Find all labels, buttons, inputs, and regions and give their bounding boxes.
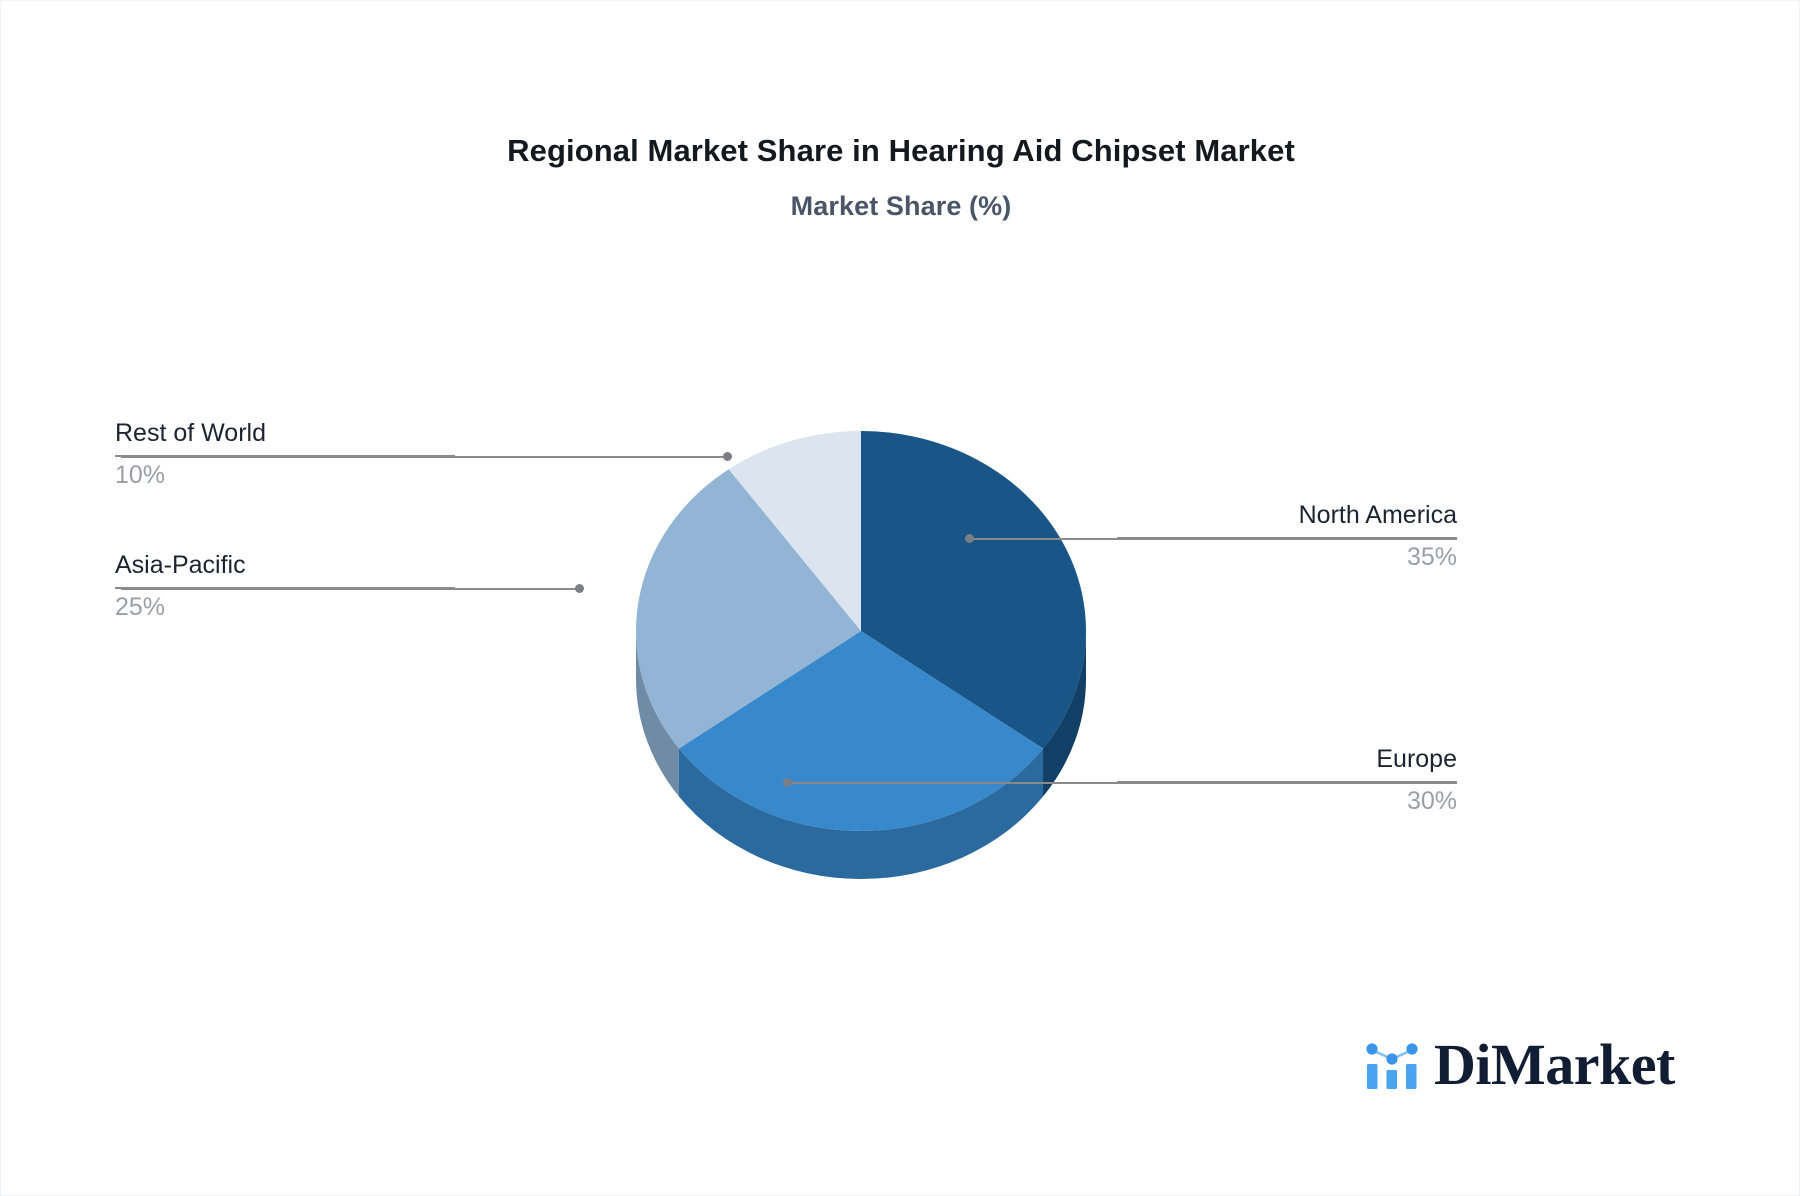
callout-label-rest-of-world: Rest of World — [115, 419, 266, 447]
leader-dot-asia-pacific — [575, 584, 584, 593]
leader-line-north-america — [971, 538, 1457, 540]
bar-chart-line-icon — [1366, 1043, 1418, 1089]
leader-dot-rest-of-world — [723, 452, 732, 461]
pie-top-group — [636, 431, 1086, 831]
callout-label-europe: Europe — [1376, 745, 1457, 773]
callout-rule-rest-of-world — [115, 454, 455, 457]
chart-subtitle: Market Share (%) — [790, 191, 1012, 221]
leader-dot-north-america — [965, 534, 974, 543]
pie-slice-north-america[interactable] — [861, 431, 1086, 749]
dimarket-logo-text: DiMarket — [1434, 1032, 1675, 1097]
pie-slice-europe[interactable] — [678, 631, 1044, 831]
chart-title: Regional Market Share in Hearing Aid Chi… — [507, 133, 1295, 168]
callout-north-america[interactable]: North America 35% — [1117, 501, 1457, 572]
callout-rule-north-america — [1117, 536, 1457, 539]
callout-rest-of-world[interactable]: Rest of World 10% — [115, 419, 455, 490]
callout-value-rest-of-world: 10% — [115, 460, 166, 489]
callout-value-europe: 30% — [1406, 786, 1457, 815]
pie-depth-asia-pacific — [636, 631, 679, 797]
pie-chart — [571, 366, 1151, 946]
leader-line-europe — [789, 782, 1457, 784]
pie-depth-north-america — [1043, 631, 1086, 797]
callout-europe[interactable]: Europe 30% — [1117, 745, 1457, 816]
pie-depth-europe — [678, 748, 1044, 879]
leader-line-asia-pacific — [121, 588, 579, 590]
pie-slice-asia-pacific[interactable] — [636, 469, 861, 749]
callout-label-asia-pacific: Asia-Pacific — [115, 551, 246, 579]
callout-rule-asia-pacific — [115, 586, 455, 589]
dimarket-logo[interactable]: DiMarket — [1364, 1036, 1675, 1094]
leader-line-rest-of-world — [121, 456, 727, 458]
pie-slice-rest-of-world[interactable] — [728, 431, 861, 631]
callout-label-north-america: North America — [1298, 501, 1457, 529]
callout-asia-pacific[interactable]: Asia-Pacific 25% — [115, 551, 455, 622]
callout-value-asia-pacific: 25% — [115, 592, 166, 621]
pie-chart-svg — [636, 431, 1086, 879]
pie-depth-group — [636, 631, 1086, 879]
callout-rule-europe — [1117, 780, 1457, 783]
callout-value-north-america: 35% — [1406, 542, 1457, 571]
leader-dot-europe — [783, 778, 792, 787]
